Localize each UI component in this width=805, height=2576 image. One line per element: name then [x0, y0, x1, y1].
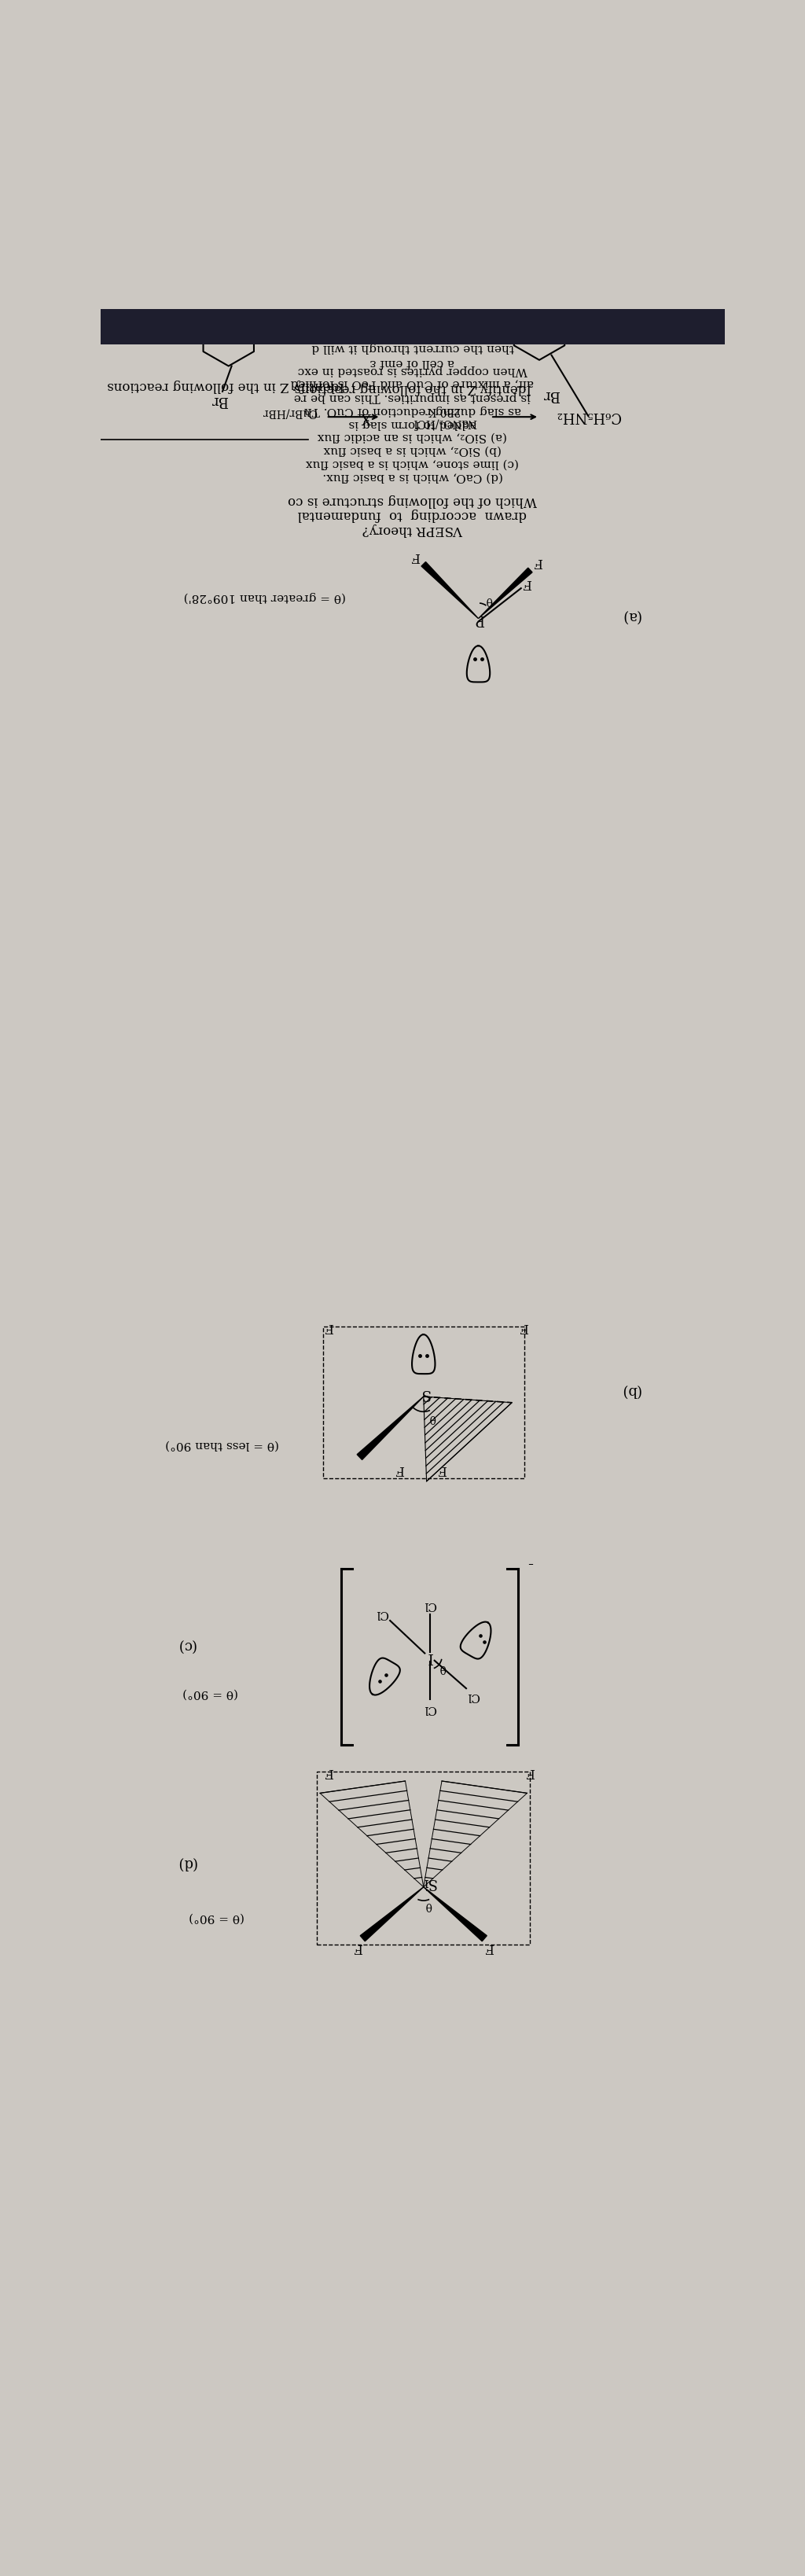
Bar — [323, 1327, 524, 1479]
Text: (a) SiO₂, which is an acidic flux: (a) SiO₂, which is an acidic flux — [318, 430, 507, 443]
Text: drawn  according  to  fundamental: drawn according to fundamental — [298, 507, 527, 523]
Text: Cl: Cl — [423, 1703, 436, 1716]
Text: Br: Br — [211, 394, 228, 407]
Polygon shape — [357, 1396, 423, 1461]
Bar — [317, 1772, 530, 1945]
Text: F: F — [519, 1321, 529, 1334]
Text: (b) SiO₂, which is a basic flux: (b) SiO₂, which is a basic flux — [324, 446, 502, 456]
Text: Cl: Cl — [423, 1600, 436, 1610]
Text: Si: Si — [421, 1875, 436, 1888]
Text: (b): (b) — [151, 325, 171, 337]
Text: F: F — [394, 1463, 404, 1476]
Text: F: F — [411, 549, 420, 562]
Text: a cell of emf ε: a cell of emf ε — [370, 358, 455, 368]
Text: (a): (a) — [621, 608, 641, 623]
Text: air, a mixture of CuO and FeO is formed: air, a mixture of CuO and FeO is formed — [291, 379, 535, 389]
Text: (θ = greater than 109°28'): (θ = greater than 109°28') — [184, 592, 346, 603]
Text: Which of the following structure is co: Which of the following structure is co — [288, 495, 537, 507]
Text: When copper pyrites is roasted in exc: When copper pyrites is roasted in exc — [298, 366, 527, 376]
Text: Br: Br — [543, 386, 560, 402]
Text: (d) CaO, which is a basic flux.: (d) CaO, which is a basic flux. — [322, 471, 503, 482]
Text: is present as impurities. This can be re: is present as impurities. This can be re — [294, 392, 531, 402]
Text: Cl: Cl — [467, 1690, 480, 1703]
Text: C₆H₅NH₂: C₆H₅NH₂ — [555, 410, 621, 422]
Text: F: F — [353, 1940, 362, 1955]
Text: θ: θ — [425, 1899, 431, 1911]
Text: CuBr/HBr: CuBr/HBr — [262, 407, 317, 417]
Text: I: I — [427, 1649, 432, 1664]
Text: F: F — [324, 1765, 333, 1777]
Text: added to form slag is: added to form slag is — [349, 417, 477, 430]
Text: F: F — [324, 1321, 333, 1334]
Text: F: F — [485, 1940, 494, 1955]
Text: θ: θ — [486, 595, 493, 605]
Text: Cl: Cl — [376, 1607, 389, 1618]
Polygon shape — [421, 562, 478, 618]
Polygon shape — [423, 1888, 487, 1942]
Bar — [101, 309, 724, 345]
Text: then the current through it will d: then the current through it will d — [312, 343, 514, 353]
Text: Identify Z in the following reactions: Identify Z in the following reactions — [294, 381, 531, 394]
Text: F: F — [534, 556, 543, 569]
Text: CHEMISTRY: CHEMISTRY — [336, 317, 489, 337]
Text: F: F — [526, 1765, 535, 1777]
Text: VSEPR theory?: VSEPR theory? — [362, 523, 463, 536]
Text: S: S — [420, 1386, 430, 1401]
Text: F: F — [437, 1463, 447, 1476]
Text: θ: θ — [440, 1662, 446, 1674]
Text: as slag during reduction of CuO. Th: as slag during reduction of CuO. Th — [304, 404, 521, 415]
Polygon shape — [360, 1888, 423, 1942]
Text: (b): (b) — [621, 1383, 641, 1399]
Text: F: F — [522, 577, 531, 590]
Text: Identify Z in the following reactions: Identify Z in the following reactions — [107, 379, 345, 392]
Text: X: X — [361, 410, 371, 425]
Text: (c) lime stone, which is a basic flux: (c) lime stone, which is a basic flux — [306, 459, 519, 469]
Text: 280 K: 280 K — [429, 404, 461, 417]
Text: (θ = 90°): (θ = 90°) — [188, 1911, 244, 1922]
Text: (a): (a) — [639, 325, 658, 337]
Polygon shape — [478, 567, 532, 618]
Text: NaNO₂/HCl: NaNO₂/HCl — [413, 417, 477, 428]
Text: θ: θ — [429, 1412, 436, 1422]
Text: (θ = less than 90°): (θ = less than 90°) — [166, 1440, 279, 1450]
Text: (d): (d) — [176, 1855, 196, 1870]
Text: -: - — [527, 1556, 533, 1571]
Text: P: P — [475, 611, 485, 626]
Text: (θ = 90°): (θ = 90°) — [183, 1687, 238, 1698]
Text: (c): (c) — [176, 1638, 196, 1651]
